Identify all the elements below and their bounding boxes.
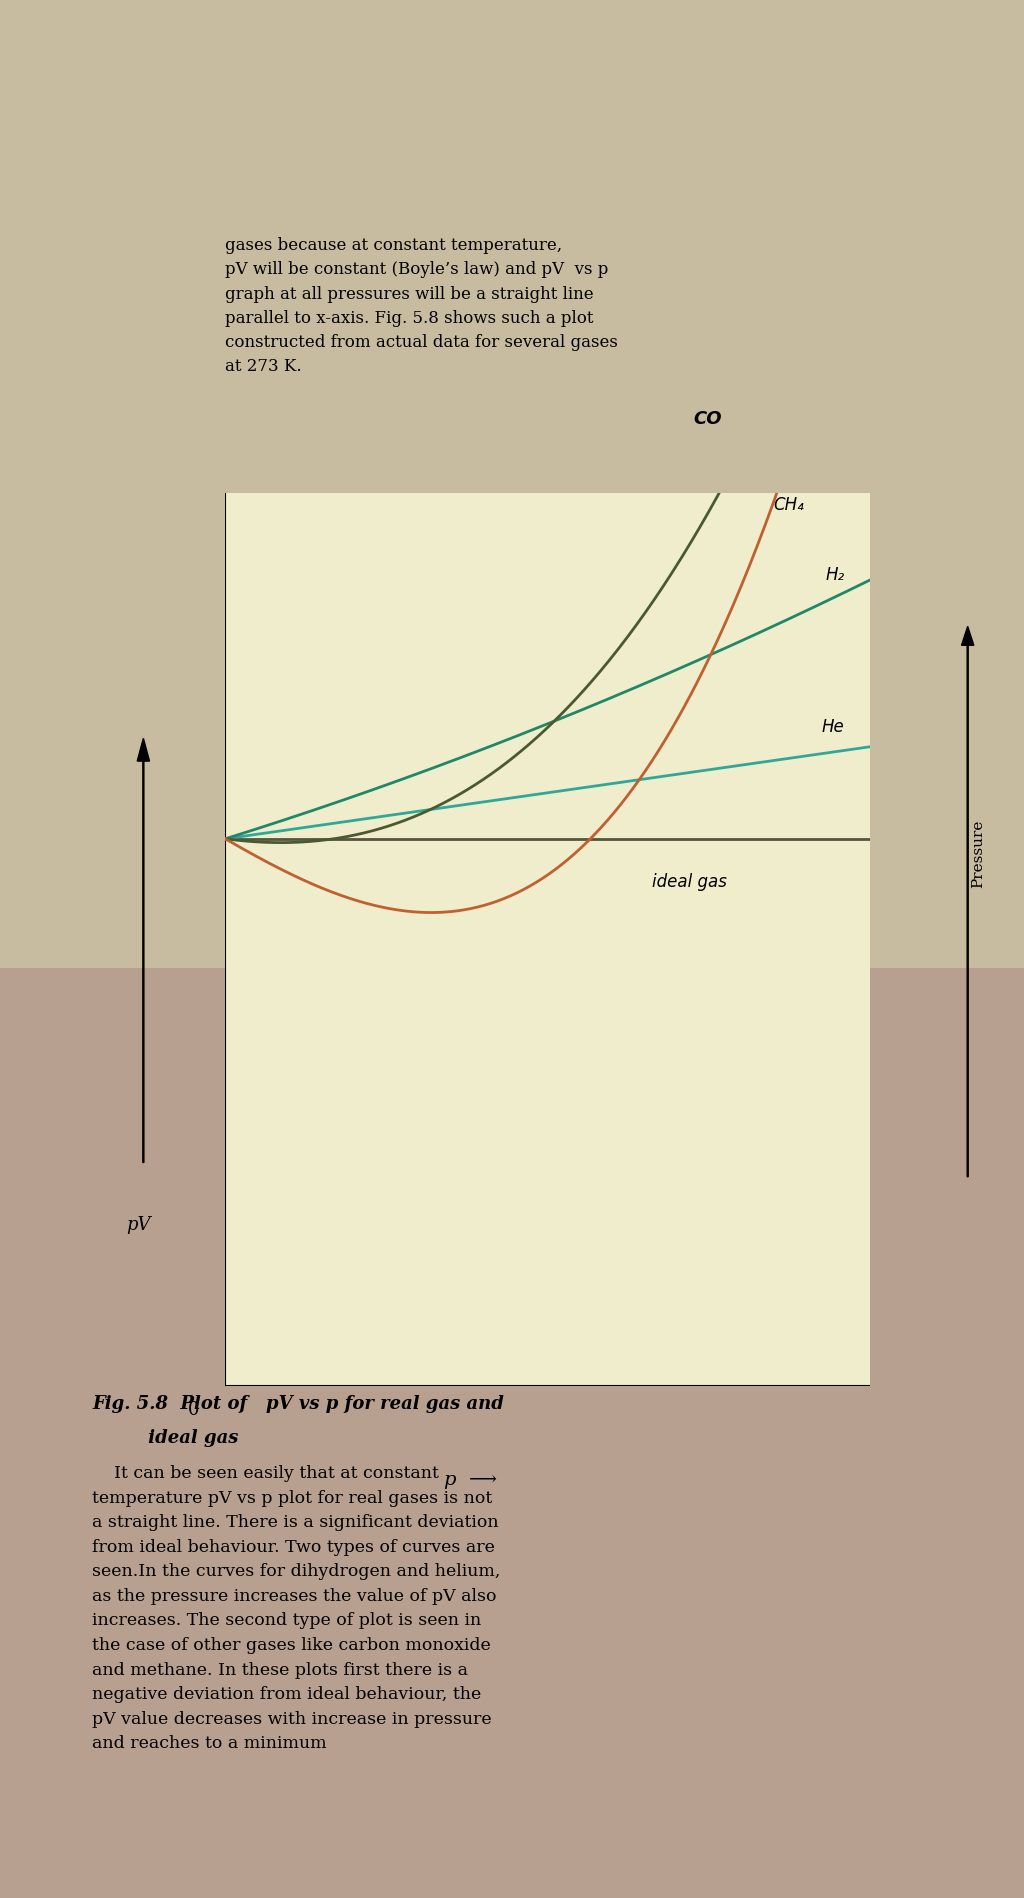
Text: ideal gas: ideal gas xyxy=(652,873,727,892)
Text: 0: 0 xyxy=(188,1401,200,1418)
Text: CH₄: CH₄ xyxy=(774,495,805,514)
Text: Pressure: Pressure xyxy=(971,820,985,888)
Text: ideal gas: ideal gas xyxy=(92,1429,239,1446)
Text: He: He xyxy=(822,717,845,736)
Text: pV: pV xyxy=(126,1217,151,1234)
Text: CO: CO xyxy=(693,410,722,429)
Text: gases because at constant temperature,
pV will be constant (Boyle’s law) and pV : gases because at constant temperature, p… xyxy=(225,237,618,376)
Text: p  ⟶: p ⟶ xyxy=(444,1471,497,1488)
Text: It can be seen easily that at constant
temperature pV vs p plot for real gases i: It can be seen easily that at constant t… xyxy=(92,1465,501,1752)
Text: H₂: H₂ xyxy=(825,566,845,585)
Text: Fig. 5.8  Plot of   pV vs p for real gas and: Fig. 5.8 Plot of pV vs p for real gas an… xyxy=(92,1395,504,1412)
